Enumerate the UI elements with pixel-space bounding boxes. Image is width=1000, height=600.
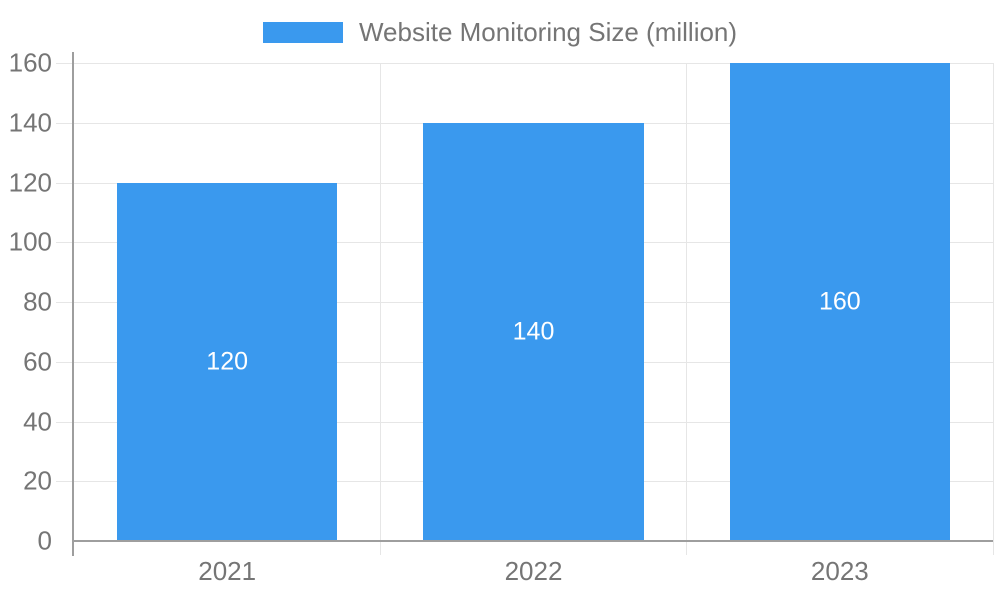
y-tick-label: 120 bbox=[8, 167, 52, 197]
bar[interactable] bbox=[116, 182, 338, 541]
x-tick-label: 2023 bbox=[810, 556, 869, 586]
bar[interactable] bbox=[423, 122, 644, 541]
legend-swatch-icon bbox=[262, 21, 343, 43]
y-tick-label: 80 bbox=[23, 286, 52, 317]
y-tick-label: 140 bbox=[8, 107, 52, 138]
y-tick-label: 160 bbox=[8, 47, 52, 78]
legend-label: Website Monitoring Size (million) bbox=[358, 16, 738, 47]
x-tick-label: 2021 bbox=[198, 556, 257, 586]
y-tick-label: 60 bbox=[23, 346, 52, 377]
plot-area: 120 140 160 bbox=[56, 63, 994, 555]
horizontal-gridline bbox=[56, 63, 993, 64]
bar[interactable] bbox=[729, 63, 951, 541]
vertical-gridline bbox=[686, 63, 688, 555]
y-tick-label: 0 bbox=[37, 525, 52, 556]
y-tick-label: 100 bbox=[8, 226, 52, 257]
y-tick-label: 20 bbox=[23, 465, 52, 496]
vertical-gridline bbox=[992, 63, 994, 555]
y-tick-label: 40 bbox=[23, 406, 52, 436]
x-tick-label: 2022 bbox=[504, 556, 563, 586]
legend[interactable]: Website Monitoring Size (million) bbox=[0, 15, 1000, 49]
vertical-gridline bbox=[379, 63, 381, 555]
y-axis-line bbox=[72, 52, 74, 556]
x-axis-line bbox=[72, 540, 993, 542]
